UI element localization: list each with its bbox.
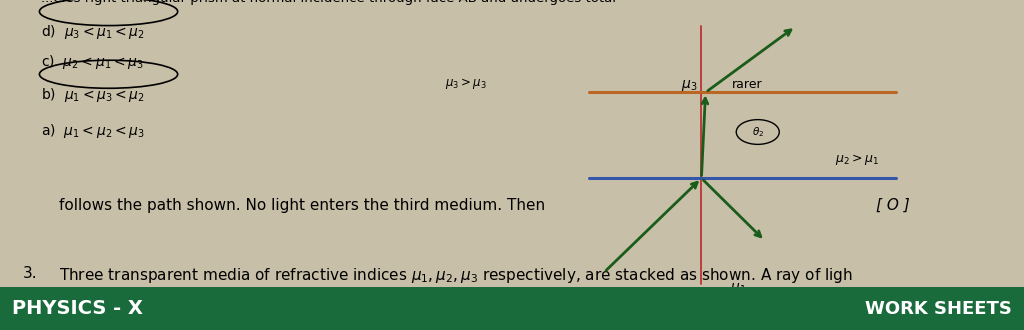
Text: $\mu_3 > \mu_3$: $\mu_3 > \mu_3$ <box>445 76 487 91</box>
Bar <box>0 287 1024 330</box>
Text: [ O ]: [ O ] <box>876 198 909 213</box>
Text: 3.: 3. <box>23 266 37 280</box>
Text: d)  $\mu_3 < \mu_1 < \mu_2$: d) $\mu_3 < \mu_1 < \mu_2$ <box>41 23 145 41</box>
Text: c)  $\mu_2 < \mu_1 < \mu_3$: c) $\mu_2 < \mu_1 < \mu_3$ <box>41 53 144 71</box>
Text: ...eles right triangular prism at normal incidence through face AB and undergoes: ...eles right triangular prism at normal… <box>41 0 616 5</box>
Text: $\mu_3$: $\mu_3$ <box>681 78 697 92</box>
Text: follows the path shown. No light enters the third medium. Then: follows the path shown. No light enters … <box>59 198 546 213</box>
Text: $\mu_2 > \mu_1$: $\mu_2 > \mu_1$ <box>835 152 879 167</box>
Text: WORK SHEETS: WORK SHEETS <box>865 300 1012 317</box>
Text: PHYSICS - X: PHYSICS - X <box>12 299 143 318</box>
Text: Three transparent media of refractive indices $\mu_1, \mu_2, \mu_3$ respectively: Three transparent media of refractive in… <box>59 266 853 285</box>
Text: b)  $\mu_1 < \mu_3 < \mu_2$: b) $\mu_1 < \mu_3 < \mu_2$ <box>41 86 145 104</box>
Text: $\theta_2$: $\theta_2$ <box>752 125 764 139</box>
Text: $\mu_1$: $\mu_1$ <box>730 280 746 295</box>
Text: rarer: rarer <box>732 78 763 90</box>
Text: a)  $\mu_1 < \mu_2 < \mu_3$: a) $\mu_1 < \mu_2 < \mu_3$ <box>41 122 144 140</box>
